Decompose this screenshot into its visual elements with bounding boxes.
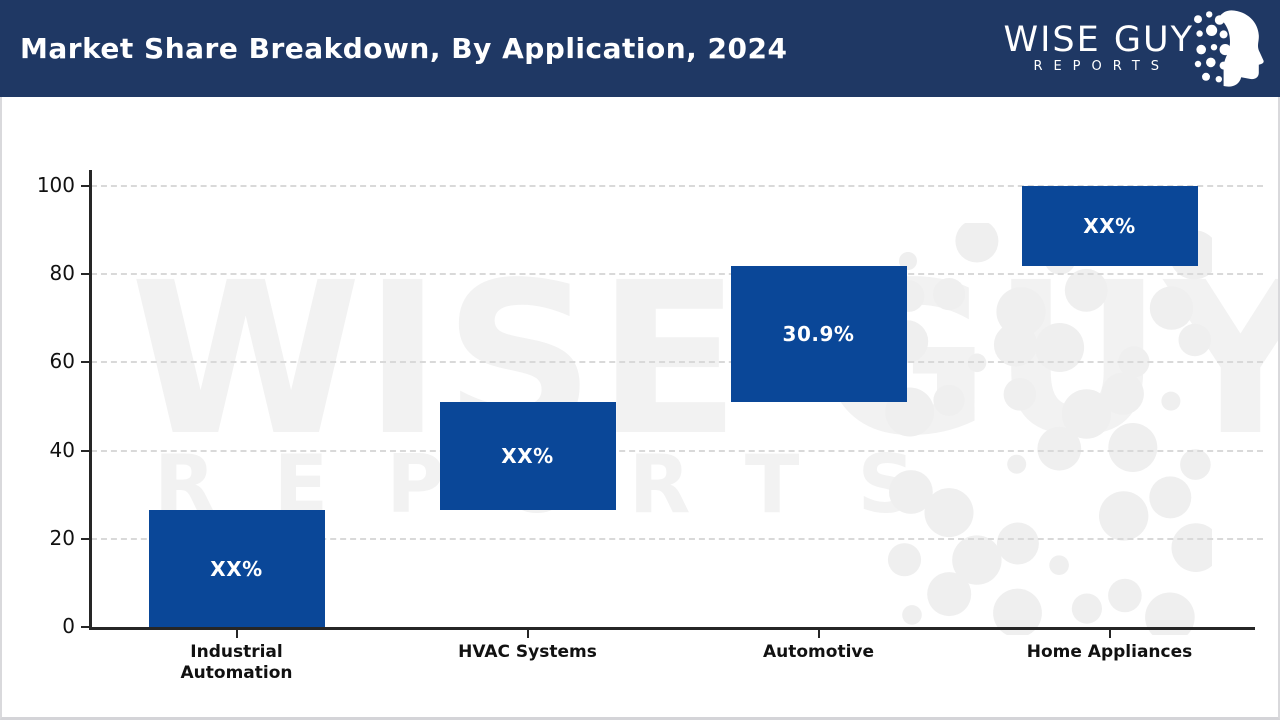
x-axis-tick <box>1108 630 1111 638</box>
gridline <box>91 537 1263 540</box>
waterfall-bar: XX% <box>1021 186 1198 266</box>
x-axis-category-label: HVAC Systems <box>458 642 597 662</box>
y-axis-tick <box>81 537 91 540</box>
header: Market Share Breakdown, By Application, … <box>0 0 1280 97</box>
gridline <box>91 361 1263 364</box>
waterfall-bar: XX% <box>148 510 325 627</box>
waterfall-bar: 30.9% <box>730 265 907 403</box>
y-axis-tick-label: 80 <box>49 261 75 286</box>
y-axis-tick <box>81 449 91 452</box>
wise-guy-logo: WISE GUY REPORTS <box>1003 8 1266 88</box>
y-axis-tick-label: 20 <box>49 525 75 550</box>
bar-value-label: XX% <box>1083 213 1136 238</box>
bar-value-label: XX% <box>210 556 263 581</box>
logo-wordmark: WISE GUY <box>1003 19 1194 60</box>
x-axis-category-label: Home Appliances <box>1026 642 1193 662</box>
y-axis-tick <box>81 273 91 276</box>
gridline <box>91 273 1263 276</box>
y-axis-line <box>89 170 92 630</box>
x-axis-category-label: Automotive <box>762 642 875 662</box>
page-title: Market Share Breakdown, By Application, … <box>20 32 788 65</box>
logo-head-icon <box>1194 10 1264 87</box>
x-axis-category-label: Industrial Automation <box>180 642 293 684</box>
x-axis-tick <box>235 630 238 638</box>
y-axis-tick-label: 40 <box>49 437 75 462</box>
x-axis-tick <box>526 630 529 638</box>
logo-text: WISE GUY REPORTS <box>1003 19 1194 75</box>
bar-value-label: XX% <box>501 444 554 469</box>
gridline <box>91 449 1263 452</box>
y-axis-tick-label: 60 <box>49 349 75 374</box>
logo-subtitle: REPORTS <box>1033 59 1171 75</box>
waterfall-chart: 0 20 40 60 80 100 XX% Industrial Automation XX% H… <box>2 97 1278 717</box>
chart-canvas: WISE GUY REPORTS 020406080100XX%Industri… <box>0 97 1280 720</box>
y-axis-tick <box>81 361 91 364</box>
x-axis-tick <box>817 630 820 638</box>
y-axis-tick <box>81 185 91 187</box>
waterfall-bar: XX% <box>439 402 616 511</box>
x-axis-line <box>89 627 1255 630</box>
gridline <box>91 185 1263 187</box>
y-axis-tick-label: 100 <box>36 173 75 197</box>
bar-value-label: 30.9% <box>782 321 855 346</box>
y-axis-tick <box>81 626 91 628</box>
y-axis-tick-label: 0 <box>62 614 75 638</box>
